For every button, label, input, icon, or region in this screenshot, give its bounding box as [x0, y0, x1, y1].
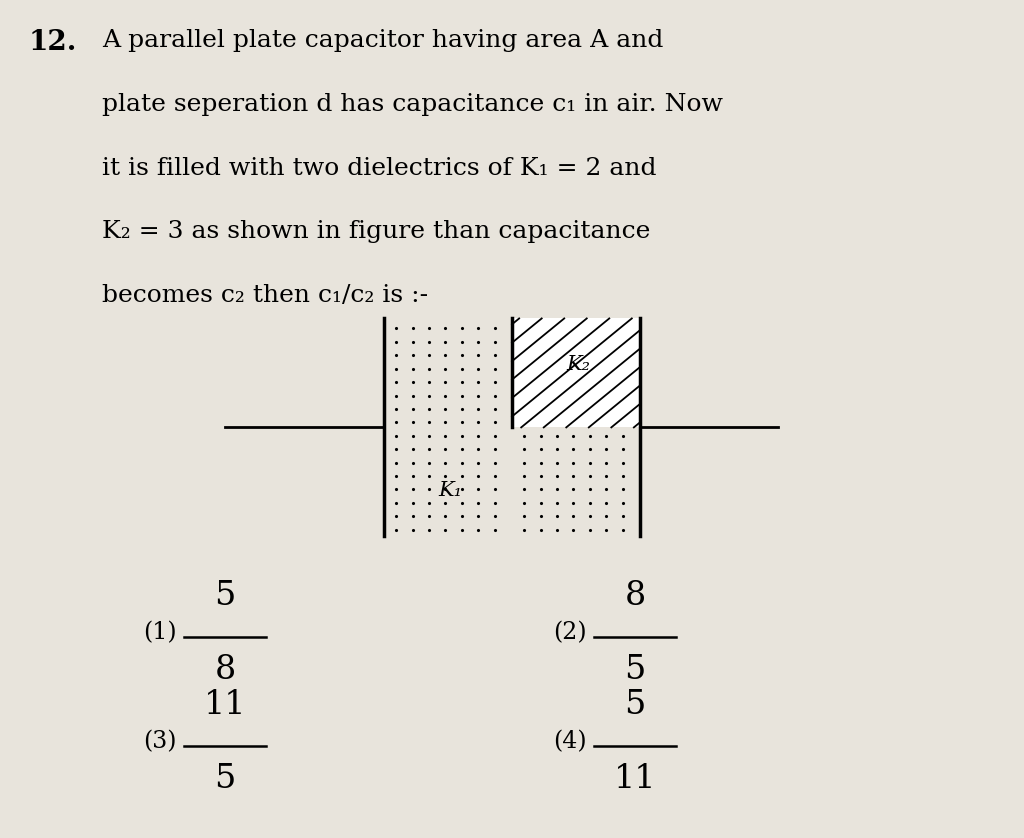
Text: (1): (1)	[143, 621, 177, 644]
Bar	[512, 318, 640, 427]
Text: 8: 8	[625, 580, 645, 612]
Text: K₂: K₂	[566, 355, 591, 374]
Text: becomes c₂ then c₁/c₂ is :-: becomes c₂ then c₁/c₂ is :-	[102, 284, 428, 307]
Text: (3): (3)	[143, 730, 177, 753]
Text: 5: 5	[625, 654, 645, 685]
Text: plate seperation d has capacitance c₁ in air. Now: plate seperation d has capacitance c₁ in…	[102, 93, 723, 116]
Text: 5: 5	[625, 689, 645, 721]
Text: 12.: 12.	[29, 29, 77, 56]
Text: 5: 5	[215, 580, 236, 612]
Text: (4): (4)	[553, 730, 587, 753]
Text: (2): (2)	[553, 621, 587, 644]
Text: 11: 11	[613, 763, 656, 794]
Text: 5: 5	[215, 763, 236, 794]
Text: A parallel plate capacitor having area A and: A parallel plate capacitor having area A…	[102, 29, 664, 52]
Text: K₂ = 3 as shown in figure than capacitance: K₂ = 3 as shown in figure than capacitan…	[102, 220, 651, 243]
Text: K₁: K₁	[438, 481, 463, 499]
Text: 11: 11	[204, 689, 247, 721]
Text: 8: 8	[215, 654, 236, 685]
Text: it is filled with two dielectrics of K₁ = 2 and: it is filled with two dielectrics of K₁ …	[102, 157, 657, 179]
